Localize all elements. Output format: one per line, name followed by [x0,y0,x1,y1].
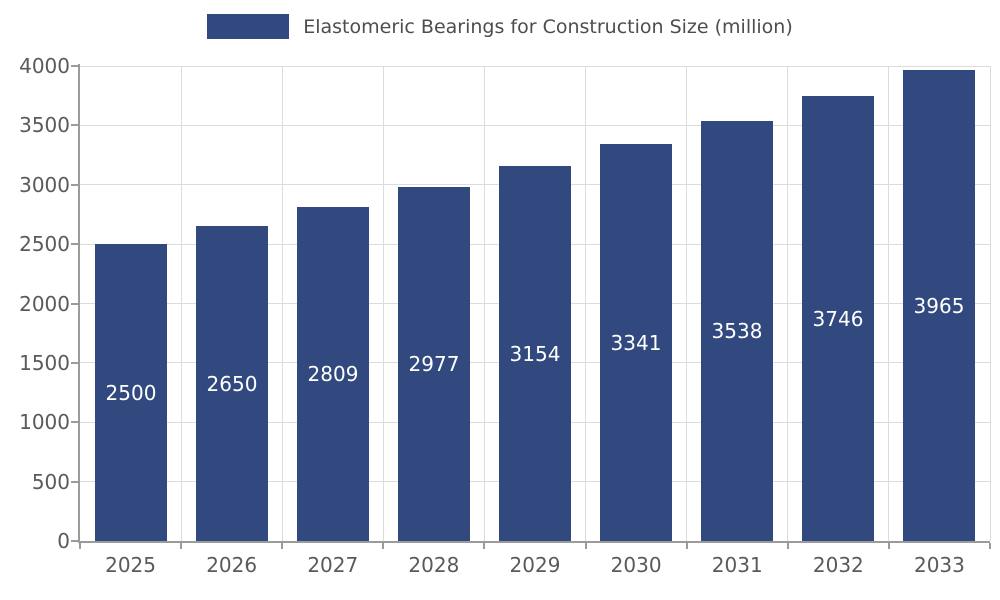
bar: 3341 [600,144,672,541]
x-tick-mark [79,543,81,549]
bar-value-label: 2500 [105,380,157,405]
x-tick-label: 2025 [105,553,156,577]
y-tick-label: 1000 [19,410,70,435]
bar: 3746 [802,96,874,541]
x-tick-label: 2032 [812,553,864,577]
v-gridline [888,66,890,541]
legend-swatch [207,14,290,39]
h-gridline [80,124,990,126]
legend-label: Elastomeric Bearings for Construction Si… [303,15,793,38]
v-gridline [787,66,789,541]
x-tick-mark [685,543,688,549]
y-tick-mark [71,65,78,67]
y-tick-mark [71,302,78,305]
x-tick-label: 2027 [307,553,359,577]
bar: 3965 [903,70,975,541]
bar: 2500 [95,244,167,541]
v-gridline [180,66,182,541]
x-tick-mark [281,543,284,549]
x-tick-mark [584,543,587,549]
bar-value-label: 3154 [509,341,561,366]
y-tick-mark [71,361,78,364]
y-tick-label: 1500 [19,350,70,375]
bar: 2650 [196,226,268,541]
x-tick-label: 2031 [711,553,763,577]
y-tick-label: 2500 [19,232,70,257]
v-gridline [483,66,485,541]
y-tick-label: 4000 [19,54,70,78]
h-gridline [80,65,990,67]
bar-value-label: 2977 [408,352,460,376]
v-gridline [585,66,587,541]
bar: 2977 [398,187,470,541]
x-tick-mark [180,543,183,549]
bar-value-label: 2809 [307,362,359,386]
v-gridline [989,66,991,541]
bar: 3538 [701,121,773,541]
x-tick-mark [989,543,991,549]
y-tick-mark [71,421,78,424]
x-tick-mark [483,543,486,549]
y-tick-label: 3500 [19,113,70,138]
bar-value-label: 3538 [711,319,763,343]
bar: 3154 [499,166,571,541]
y-tick-mark [71,243,78,246]
v-gridline [382,66,384,541]
plot-area: 2500 2650 2809 2977 3154 3341 3538 3746 3965 [80,65,991,541]
x-tick-label: 2030 [610,553,662,577]
x-tick-mark [887,543,890,549]
legend[interactable]: Elastomeric Bearings for Construction Si… [0,14,1000,39]
bar-value-label: 3746 [812,306,864,331]
x-tick-mark [786,543,789,549]
y-tick-label: 0 [57,529,70,553]
y-tick-mark [71,540,78,542]
x-axis-line [78,541,990,543]
y-tick-label: 500 [31,469,70,494]
bar: 2809 [297,207,369,541]
y-tick-mark [71,480,78,483]
y-tick-mark [71,124,78,127]
bar-value-label: 2650 [206,371,258,396]
x-tick-label: 2028 [408,553,460,577]
y-tick-label: 3000 [19,172,70,197]
bar-value-label: 3965 [913,293,965,318]
y-tick-label: 2000 [19,291,70,316]
x-tick-label: 2033 [913,553,965,577]
v-gridline [686,66,688,541]
x-tick-mark [382,543,385,549]
v-gridline [281,66,283,541]
bar-value-label: 3341 [610,330,662,355]
y-tick-mark [71,183,78,186]
y-axis-line [78,64,80,543]
x-tick-label: 2026 [206,553,258,577]
x-tick-label: 2029 [509,553,561,577]
